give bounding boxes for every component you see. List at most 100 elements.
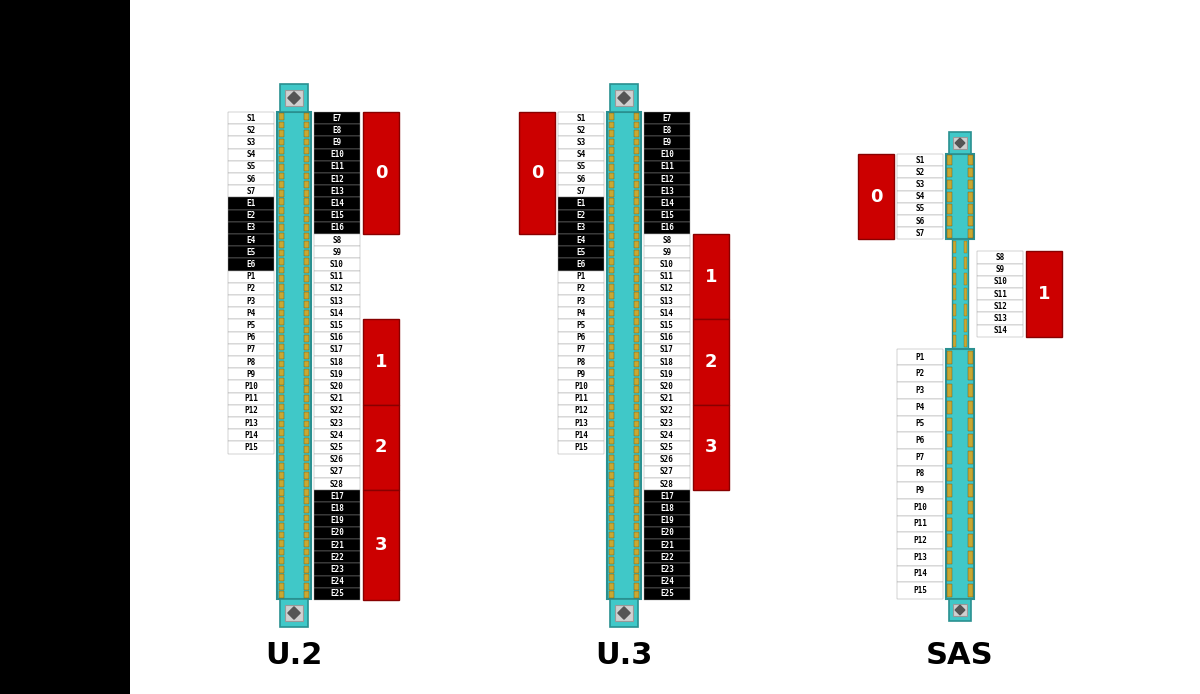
Bar — [278, 421, 284, 428]
Text: S5: S5 — [246, 162, 256, 171]
Bar — [953, 604, 967, 616]
Text: S12: S12 — [330, 285, 344, 294]
Bar — [968, 180, 973, 189]
Bar — [634, 250, 640, 256]
Bar — [948, 418, 952, 430]
Bar — [977, 264, 1022, 276]
Text: P7: P7 — [576, 346, 586, 355]
Bar — [278, 276, 284, 282]
Text: S22: S22 — [330, 407, 344, 416]
Bar — [634, 301, 640, 307]
Text: E21: E21 — [330, 541, 344, 550]
Text: S3: S3 — [576, 138, 586, 147]
Text: E14: E14 — [660, 199, 674, 208]
Bar — [228, 405, 274, 417]
Bar — [608, 421, 614, 428]
Bar — [608, 207, 614, 214]
Bar — [898, 227, 943, 239]
Bar — [968, 434, 973, 447]
Bar — [634, 446, 640, 453]
Text: S18: S18 — [660, 357, 674, 366]
Bar — [558, 185, 604, 197]
Text: S11: S11 — [330, 272, 344, 281]
Bar — [314, 502, 360, 514]
Bar — [558, 149, 604, 161]
Bar — [278, 557, 284, 564]
Bar — [898, 482, 943, 499]
Bar — [644, 405, 690, 417]
Bar — [634, 284, 640, 291]
Text: S1: S1 — [576, 114, 586, 123]
Text: S19: S19 — [330, 370, 344, 379]
Bar — [948, 451, 952, 464]
Polygon shape — [288, 92, 300, 104]
Bar — [964, 304, 967, 316]
Bar — [608, 232, 614, 239]
Bar — [634, 207, 640, 214]
Bar — [278, 361, 284, 367]
Bar — [314, 319, 360, 332]
Bar — [304, 190, 310, 196]
Bar — [278, 523, 284, 530]
Bar — [558, 258, 604, 271]
Text: P1: P1 — [246, 272, 256, 281]
Bar — [304, 198, 310, 205]
Bar — [304, 557, 310, 564]
Bar — [953, 319, 956, 332]
Bar — [228, 380, 274, 393]
Bar — [634, 438, 640, 444]
Bar — [964, 242, 967, 253]
Bar — [964, 335, 967, 347]
Text: E25: E25 — [660, 589, 674, 598]
Bar — [634, 344, 640, 350]
Bar — [968, 155, 973, 165]
Text: P4: P4 — [916, 403, 925, 412]
Bar — [634, 472, 640, 479]
Bar — [644, 271, 690, 282]
Bar — [278, 353, 284, 359]
Bar — [634, 353, 640, 359]
Bar — [634, 489, 640, 496]
Text: E2: E2 — [576, 211, 586, 220]
Text: S26: S26 — [330, 455, 344, 464]
Text: S9: S9 — [332, 248, 342, 257]
Text: S17: S17 — [660, 346, 674, 355]
Bar — [898, 203, 943, 215]
Bar — [607, 112, 641, 599]
Bar — [634, 387, 640, 393]
Bar — [968, 501, 973, 514]
Bar — [898, 154, 943, 166]
Bar — [314, 564, 360, 575]
Text: S26: S26 — [660, 455, 674, 464]
Bar — [278, 310, 284, 316]
Bar — [278, 566, 284, 573]
Text: SAS: SAS — [926, 641, 994, 670]
Bar — [977, 312, 1022, 325]
Bar — [898, 549, 943, 566]
Text: S17: S17 — [330, 346, 344, 355]
Bar — [364, 112, 398, 234]
Bar — [304, 472, 310, 479]
Bar — [964, 273, 967, 285]
Bar — [644, 466, 690, 478]
Bar — [608, 121, 614, 128]
Bar — [644, 344, 690, 356]
Bar — [278, 506, 284, 513]
Bar — [278, 335, 284, 342]
Bar — [228, 429, 274, 441]
Text: P3: P3 — [246, 296, 256, 305]
Bar — [608, 258, 614, 265]
Bar — [634, 583, 640, 590]
Text: S24: S24 — [330, 431, 344, 440]
Bar — [314, 551, 360, 564]
Bar — [278, 429, 284, 436]
Text: P6: P6 — [916, 436, 925, 445]
Bar — [948, 204, 952, 214]
Text: S28: S28 — [660, 480, 674, 489]
Text: 1: 1 — [704, 268, 718, 286]
Bar — [608, 164, 614, 171]
Bar — [278, 387, 284, 393]
Text: S8: S8 — [662, 235, 672, 244]
Bar — [558, 319, 604, 332]
Text: P12: P12 — [244, 407, 258, 416]
